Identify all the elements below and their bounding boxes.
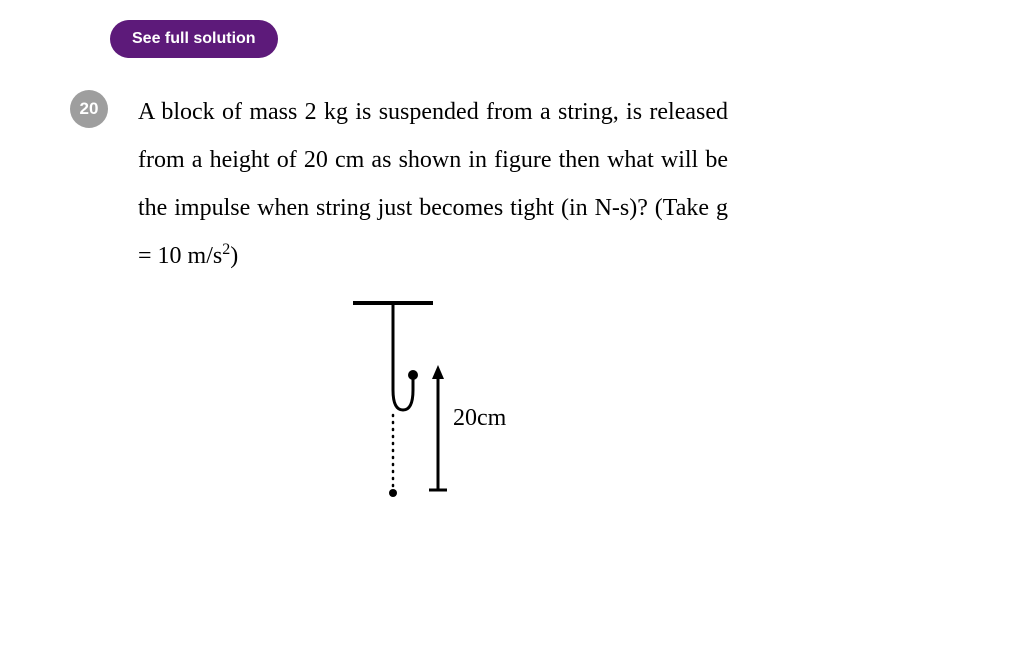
string-curve [393, 375, 413, 410]
bottom-dot [389, 489, 397, 497]
height-label: 20cm [453, 405, 506, 432]
mass-dot [408, 370, 418, 380]
see-full-solution-button[interactable]: See full solution [110, 20, 278, 58]
figure-svg [333, 295, 533, 505]
page-container: See full solution 20 A block of mass 2 k… [0, 0, 1024, 525]
question-content: A block of mass 2 kg is suspended from a… [128, 88, 738, 525]
question-number-badge: 20 [70, 90, 108, 128]
arrow-head-icon [432, 365, 444, 379]
question-text: A block of mass 2 kg is suspended from a… [128, 88, 738, 280]
physics-figure: 20cm [333, 295, 533, 505]
question-row: 20 A block of mass 2 kg is suspended fro… [70, 88, 1024, 525]
figure-container: 20cm [128, 295, 738, 525]
question-text-tail: ) [230, 243, 238, 269]
